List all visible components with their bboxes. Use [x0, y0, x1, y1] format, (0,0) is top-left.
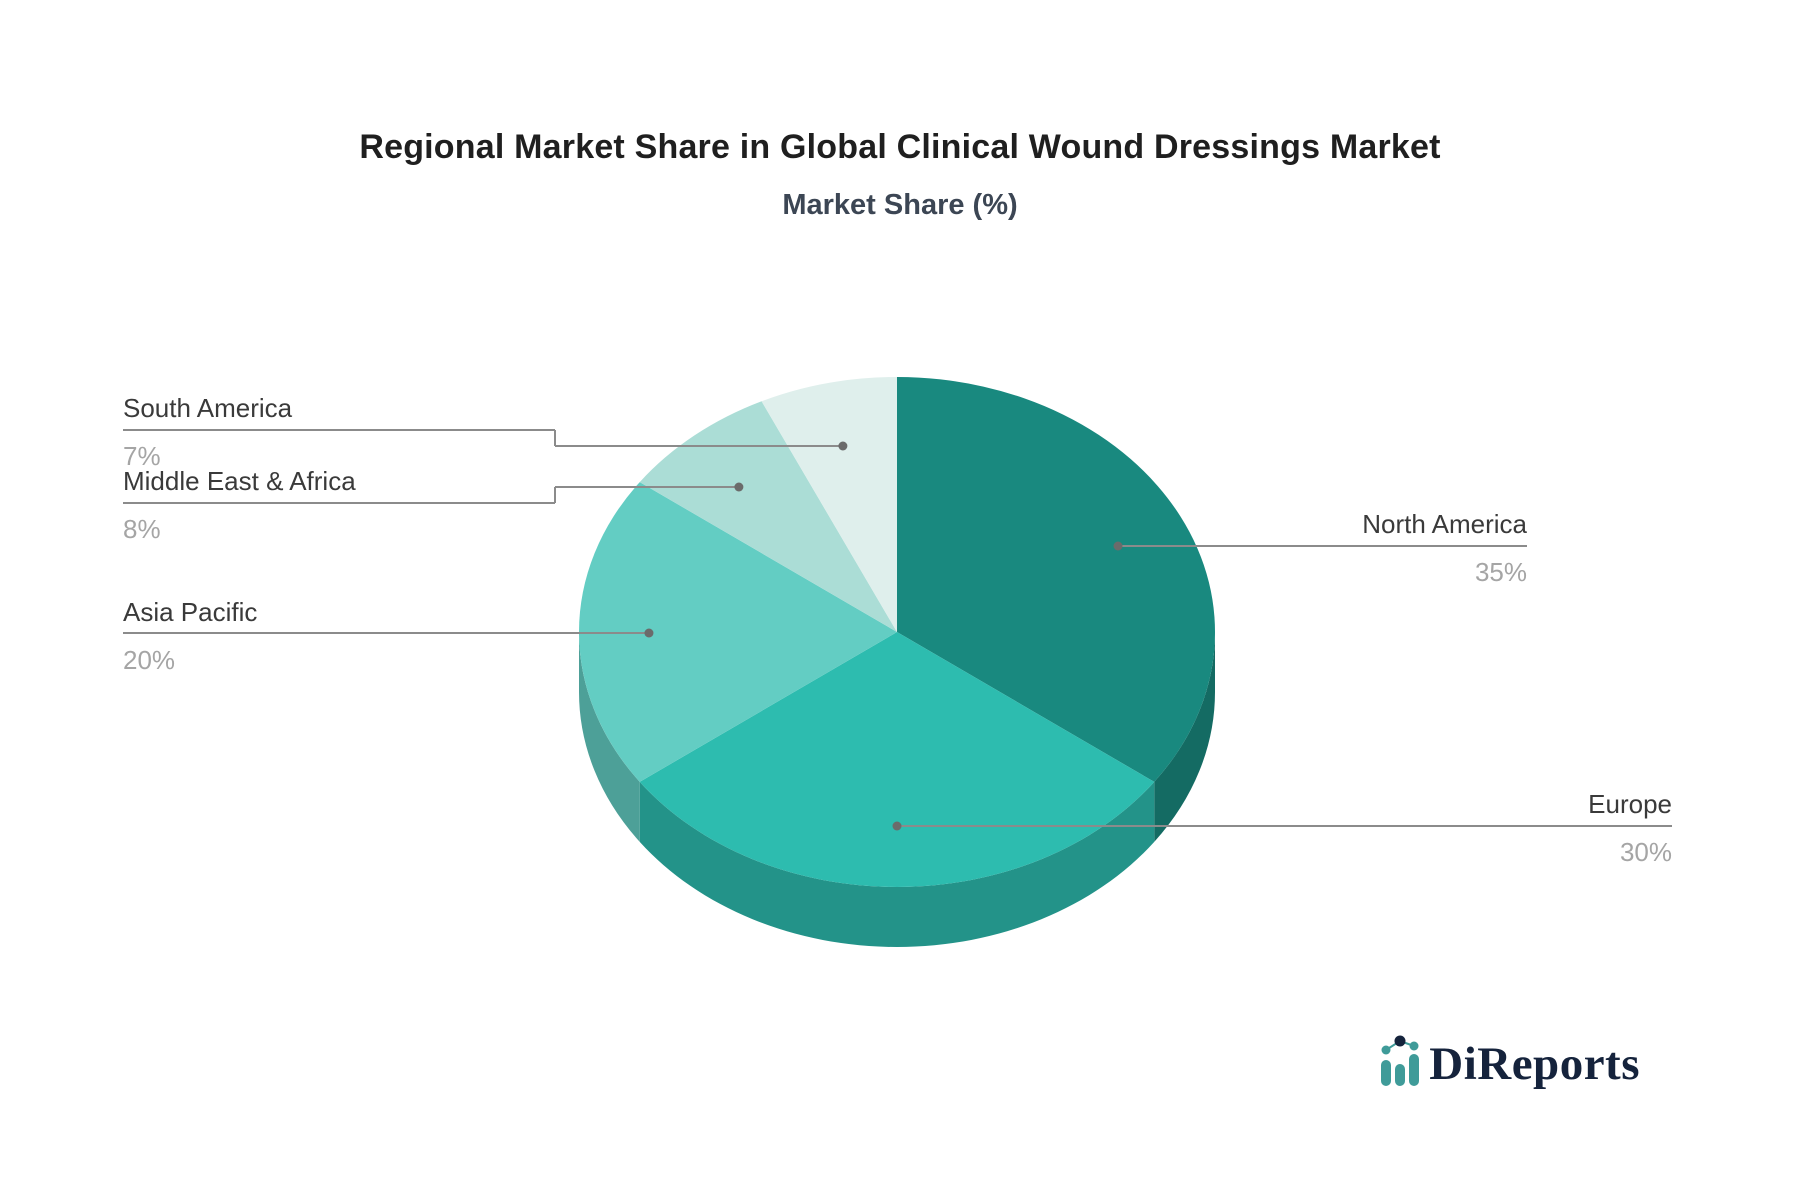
pie-slice-middle-east-africa [639, 401, 897, 632]
callout-name: North America [1362, 509, 1527, 539]
callout-percent-north-america: 35% [1475, 556, 1527, 588]
direports-logo: DiReports [1377, 1030, 1640, 1090]
callout-percent-middle-east-africa: 8% [123, 513, 161, 545]
pie-rim-asia-pacific [579, 632, 640, 842]
callout-name: Asia Pacific [123, 597, 258, 627]
callout-percent: 8% [123, 514, 161, 544]
callout-label-asia-pacific: Asia Pacific [123, 596, 257, 628]
callout-percent-south-america: 7% [123, 440, 161, 472]
leader-dot-north-america [1113, 541, 1123, 551]
leader-dot-asia-pacific [644, 628, 654, 638]
callout-label-middle-east-africa: Middle East & Africa [123, 465, 356, 497]
callout-name: Middle East & Africa [123, 466, 356, 496]
callout-label-north-america: North America [1362, 508, 1527, 540]
chart-subtitle: Market Share (%) [782, 189, 1018, 221]
pie-rim-europe [639, 781, 1155, 947]
callout-name: Europe [1588, 789, 1672, 819]
callout-label-south-america: South America [123, 392, 292, 424]
callout-percent: 7% [123, 441, 161, 471]
leader-dot-south-america [838, 441, 848, 451]
chart-title: Regional Market Share in Global Clinical… [359, 128, 1441, 166]
callout-percent: 20% [123, 645, 176, 675]
callout-percent-asia-pacific: 20% [123, 644, 175, 676]
leader-dot-europe [892, 821, 902, 831]
pie-slice-north-america [897, 377, 1216, 782]
pie-slice-south-america [761, 377, 897, 632]
callout-label-europe: Europe [1588, 788, 1672, 820]
callout-percent: 35% [1474, 557, 1527, 587]
leader-dot-middle-east-africa [734, 482, 744, 492]
logo-text: DiReports [1429, 1038, 1640, 1090]
callout-percent: 30% [1619, 837, 1672, 867]
pie-slice-europe [639, 632, 1155, 887]
callout-percent-europe: 30% [1620, 836, 1672, 868]
bar-chart-logo-icon [1381, 1035, 1420, 1086]
pie-slice-asia-pacific [579, 482, 897, 782]
callout-name: South America [123, 393, 293, 423]
pie-rim-north-america [1154, 632, 1215, 842]
